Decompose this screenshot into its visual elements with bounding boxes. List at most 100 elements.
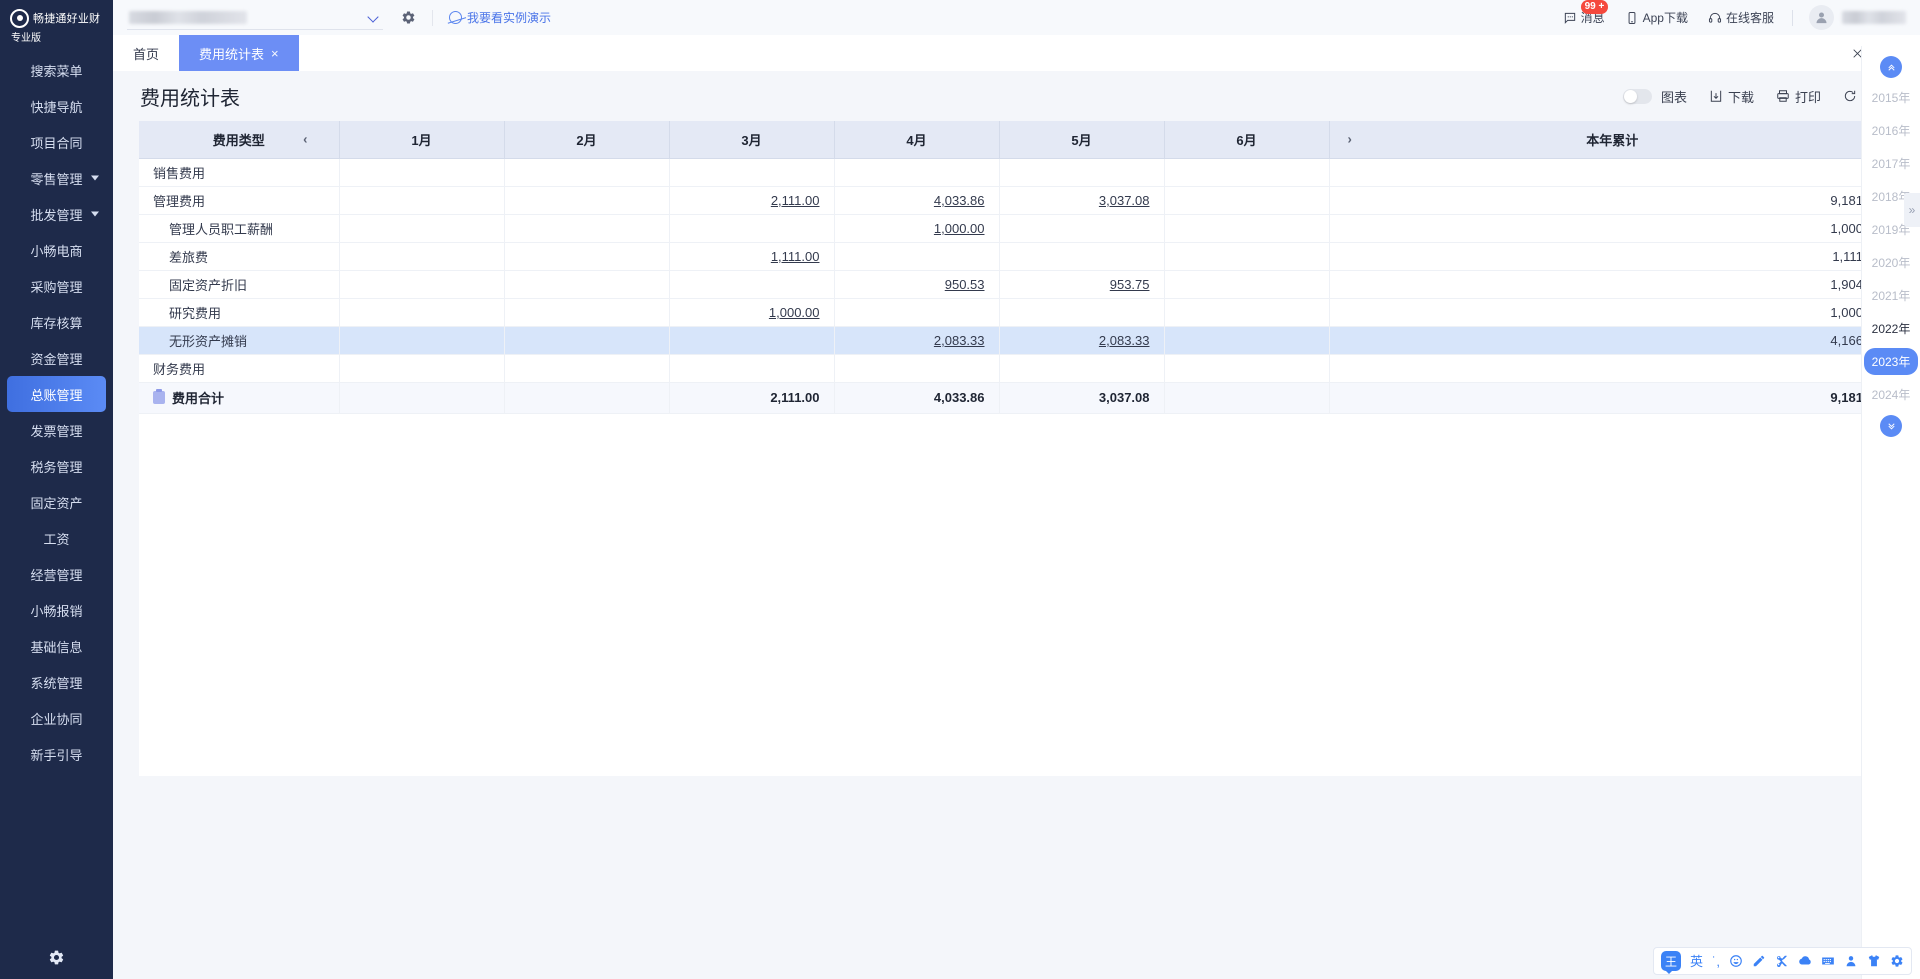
sidebar-item-11[interactable]: 税务管理 (7, 448, 106, 484)
table-cell (999, 354, 1165, 383)
table-row[interactable]: 研究费用 1,000.00 1,000.00 (139, 298, 1895, 327)
sidebar-item-1[interactable]: 快捷导航 (7, 88, 106, 124)
tab-label: 首页 (133, 46, 160, 62)
ime-mode-label[interactable]: 英 (1690, 953, 1704, 969)
amount-link[interactable]: 2,083.33 (933, 332, 985, 348)
sidebar-item-7[interactable]: 库存核算 (7, 304, 106, 340)
sidebar-item-5[interactable]: 小畅电商 (7, 232, 106, 268)
scroll-years-up-button[interactable] (1880, 56, 1902, 78)
sidebar-item-4[interactable]: 批发管理 (7, 196, 106, 232)
amount-link[interactable]: 1,000.00 (768, 304, 820, 320)
year-option-2017[interactable]: 2017年 (1871, 157, 1911, 171)
topbar-settings-button[interactable] (401, 10, 416, 25)
scroll-columns-right-button[interactable]: › (1347, 131, 1352, 147)
sidebar-item-18[interactable]: 企业协同 (7, 700, 106, 736)
table-row[interactable]: 差旅费 1,111.00 1,111.00 (139, 242, 1895, 271)
sidebar-item-9[interactable]: 总账管理 (7, 376, 106, 412)
sidebar-item-6[interactable]: 采购管理 (7, 268, 106, 304)
demo-link[interactable]: 我要看实例演示 (449, 9, 551, 26)
year-option-2015[interactable]: 2015年 (1871, 91, 1911, 105)
chevron-down-icon (367, 11, 379, 23)
table-row[interactable]: 管理人员职工薪酬 1,000.00 1,000.00 (139, 214, 1895, 243)
punctuation-icon[interactable]: ˙, (1712, 953, 1720, 969)
table-row[interactable]: 财务费用 (139, 354, 1895, 383)
table-row[interactable]: 销售费用 (139, 158, 1895, 187)
table-cell: 3,037.08 (999, 186, 1165, 215)
table-cell (1164, 214, 1330, 243)
year-option-2020[interactable]: 2020年 (1871, 256, 1911, 270)
chart-toggle[interactable] (1622, 88, 1652, 104)
person-icon[interactable] (1844, 954, 1858, 968)
scissors-icon[interactable] (1775, 954, 1789, 968)
settings-icon[interactable] (1890, 954, 1904, 968)
year-option-2019[interactable]: 2019年 (1871, 223, 1911, 237)
close-window-button[interactable] (1836, 47, 1878, 60)
sidebar-settings-button[interactable] (0, 935, 113, 979)
brand-logo[interactable]: 畅捷通好业财 专业版 (0, 0, 113, 46)
app-download-button[interactable]: App下载 (1625, 9, 1688, 26)
scroll-years-down-button[interactable] (1880, 415, 1902, 437)
avatar[interactable] (1809, 5, 1834, 30)
sidebar-item-15[interactable]: 小畅报销 (7, 592, 106, 628)
table-cell: 1,000.00 (669, 298, 835, 327)
amount-link[interactable]: 1,000.00 (933, 220, 985, 236)
amount-link[interactable]: 3,037.08 (1098, 192, 1150, 208)
table-col-header-7: 本年累计 › (1329, 121, 1895, 159)
amount-link[interactable]: 953.75 (1109, 276, 1150, 292)
amount-link[interactable]: 950.53 (944, 276, 985, 292)
table-row[interactable]: 无形资产摊销 2,083.33 2,083.33 4,166.66 (139, 326, 1895, 355)
scroll-columns-left-button[interactable]: ‹ (303, 131, 308, 147)
pen-icon[interactable] (1752, 954, 1766, 968)
close-icon (1852, 48, 1862, 58)
tab-close-icon[interactable]: × (271, 45, 279, 61)
amount-link[interactable]: 1,111.00 (770, 248, 820, 264)
keyboard-icon[interactable] (1821, 954, 1835, 968)
table-cell (999, 158, 1165, 187)
table-cell (504, 326, 670, 355)
table-cell (1329, 158, 1895, 187)
year-option-2023[interactable]: 2023年 (1863, 348, 1919, 375)
table-cell (504, 354, 670, 383)
tab-1[interactable]: 费用统计表 × (179, 35, 299, 71)
sidebar-item-0[interactable]: 搜索菜单 (7, 52, 106, 88)
sidebar-item-14[interactable]: 经营管理 (7, 556, 106, 592)
sidebar-item-8[interactable]: 资金管理 (7, 340, 106, 376)
online-service-button[interactable]: 在线客服 (1708, 9, 1774, 26)
print-button[interactable]: 打印 (1776, 87, 1821, 106)
emoji-icon[interactable] (1729, 954, 1743, 968)
sidebar-item-10[interactable]: 发票管理 (7, 412, 106, 448)
sidebar-item-label: 税务管理 (30, 459, 83, 475)
messages-button[interactable]: 消息 99 + (1563, 0, 1609, 26)
year-option-2022[interactable]: 2022年 (1871, 322, 1911, 336)
tab-0[interactable]: 首页 (113, 35, 179, 71)
table-total-row: 费用合计 2,111.00 4,033.86 3,037.08 9,181.94 (139, 382, 1895, 414)
table-col-header-2: 2月 (504, 121, 670, 159)
sidebar-item-12[interactable]: 固定资产 (7, 484, 106, 520)
year-option-2018[interactable]: 2018年 (1871, 190, 1911, 204)
sidebar-item-13[interactable]: 工资 (7, 520, 106, 556)
amount-link[interactable]: 2,083.33 (1098, 332, 1150, 348)
mobile-icon (1628, 11, 1636, 24)
year-option-2016[interactable]: 2016年 (1871, 124, 1911, 138)
ime-logo-icon[interactable]: 王 (1661, 951, 1682, 974)
topbar-separator (1792, 9, 1793, 26)
sidebar-item-label: 企业协同 (30, 711, 83, 727)
sidebar-item-19[interactable]: 新手引导 (7, 736, 106, 772)
download-button[interactable]: 下载 (1709, 87, 1754, 106)
collapse-panel-handle[interactable]: » (1904, 193, 1920, 227)
sidebar-item-2[interactable]: 项目合同 (7, 124, 106, 160)
sidebar-item-3[interactable]: 零售管理 (7, 160, 106, 196)
table-row[interactable]: 固定资产折旧 950.53 953.75 1,904.28 (139, 270, 1895, 299)
shirt-icon[interactable] (1867, 954, 1881, 968)
org-selector[interactable] (127, 5, 383, 30)
amount-link[interactable]: 4,033.86 (933, 192, 985, 208)
sidebar-item-16[interactable]: 基础信息 (7, 628, 106, 664)
table-row[interactable]: 管理费用 2,111.00 4,033.86 3,037.08 9,181.94 (139, 186, 1895, 215)
amount-link[interactable]: 2,111.00 (770, 192, 820, 208)
year-option-2024[interactable]: 2024年 (1871, 388, 1911, 402)
year-option-2021[interactable]: 2021年 (1871, 289, 1911, 303)
amount-text: 3,037.08 (1098, 390, 1150, 405)
sidebar-item-17[interactable]: 系统管理 (7, 664, 106, 700)
cloud-icon[interactable] (1798, 954, 1812, 968)
